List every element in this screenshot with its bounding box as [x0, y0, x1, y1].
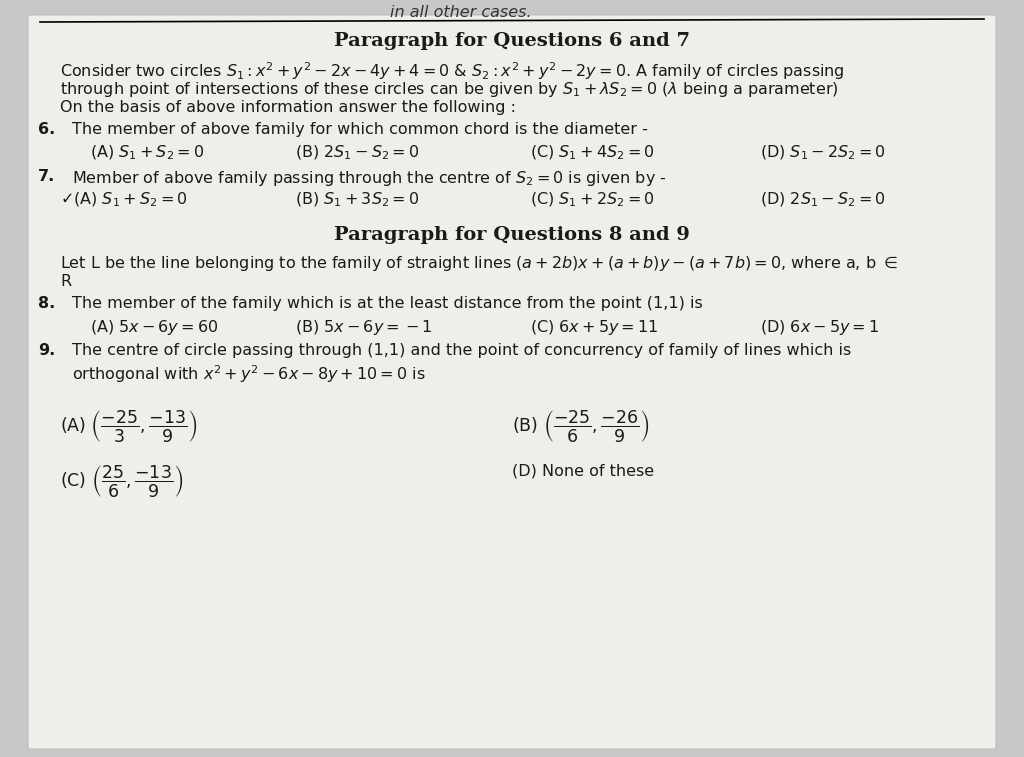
Text: $\checkmark$(A) $S_1+S_2=0$: $\checkmark$(A) $S_1+S_2=0$ — [60, 191, 187, 210]
Text: On the basis of above information answer the following :: On the basis of above information answer… — [60, 100, 516, 115]
Text: R: R — [60, 274, 71, 289]
Text: (A) $S_1+S_2=0$: (A) $S_1+S_2=0$ — [90, 144, 204, 163]
Text: 8.: 8. — [38, 296, 55, 311]
Text: (B) $2S_1-S_2=0$: (B) $2S_1-S_2=0$ — [295, 144, 420, 163]
Text: (C) $6x+5y=11$: (C) $6x+5y=11$ — [530, 318, 658, 337]
Text: The member of above family for which common chord is the diameter -: The member of above family for which com… — [72, 122, 648, 137]
Text: 6.: 6. — [38, 122, 55, 137]
Text: through point of intersections of these circles can be given by $S_1+\lambda S_2: through point of intersections of these … — [60, 80, 839, 99]
Text: Let L be the line belonging to the family of straight lines $(a+2b)x+(a+b)y-(a+7: Let L be the line belonging to the famil… — [60, 254, 898, 273]
Text: Consider two circles $S_1 : x^2+y^2-2x-4y+4=0$ & $S_2 : x^2+y^2-2y=0$. A family : Consider two circles $S_1 : x^2+y^2-2x-4… — [60, 60, 845, 82]
Text: Member of above family passing through the centre of $S_2=0$ is given by -: Member of above family passing through t… — [72, 169, 667, 188]
Text: in all other cases.: in all other cases. — [390, 5, 531, 20]
Text: (B) $5x-6y=-1$: (B) $5x-6y=-1$ — [295, 318, 432, 337]
Text: (D) None of these: (D) None of these — [512, 463, 654, 478]
Text: (C) $S_1+2S_2=0$: (C) $S_1+2S_2=0$ — [530, 191, 654, 210]
Text: Paragraph for Questions 6 and 7: Paragraph for Questions 6 and 7 — [334, 32, 690, 50]
Text: (A) $5x-6y=60$: (A) $5x-6y=60$ — [90, 318, 218, 337]
Text: (D) $2S_1-S_2=0$: (D) $2S_1-S_2=0$ — [760, 191, 886, 210]
Text: (C) $\left(\dfrac{25}{6},\dfrac{-13}{9}\right)$: (C) $\left(\dfrac{25}{6},\dfrac{-13}{9}\… — [60, 463, 183, 499]
Text: (A) $\left(\dfrac{-25}{3},\dfrac{-13}{9}\right)$: (A) $\left(\dfrac{-25}{3},\dfrac{-13}{9}… — [60, 408, 198, 444]
Text: (C) $S_1+4S_2=0$: (C) $S_1+4S_2=0$ — [530, 144, 654, 163]
Text: The member of the family which is at the least distance from the point (1,1) is: The member of the family which is at the… — [72, 296, 702, 311]
Text: (D) $S_1-2S_2=0$: (D) $S_1-2S_2=0$ — [760, 144, 886, 163]
Text: 7.: 7. — [38, 169, 55, 184]
Text: (B) $\left(\dfrac{-25}{6},\dfrac{-26}{9}\right)$: (B) $\left(\dfrac{-25}{6},\dfrac{-26}{9}… — [512, 408, 649, 444]
Text: Paragraph for Questions 8 and 9: Paragraph for Questions 8 and 9 — [334, 226, 690, 244]
Text: 9.: 9. — [38, 343, 55, 358]
Text: The centre of circle passing through (1,1) and the point of concurrency of famil: The centre of circle passing through (1,… — [72, 343, 851, 358]
Text: (B) $S_1+3S_2=0$: (B) $S_1+3S_2=0$ — [295, 191, 420, 210]
Text: (D) $6x-5y=1$: (D) $6x-5y=1$ — [760, 318, 880, 337]
Text: orthogonal with $x^2+y^2-6x-8y+10=0$ is: orthogonal with $x^2+y^2-6x-8y+10=0$ is — [72, 363, 426, 385]
FancyBboxPatch shape — [28, 15, 996, 749]
